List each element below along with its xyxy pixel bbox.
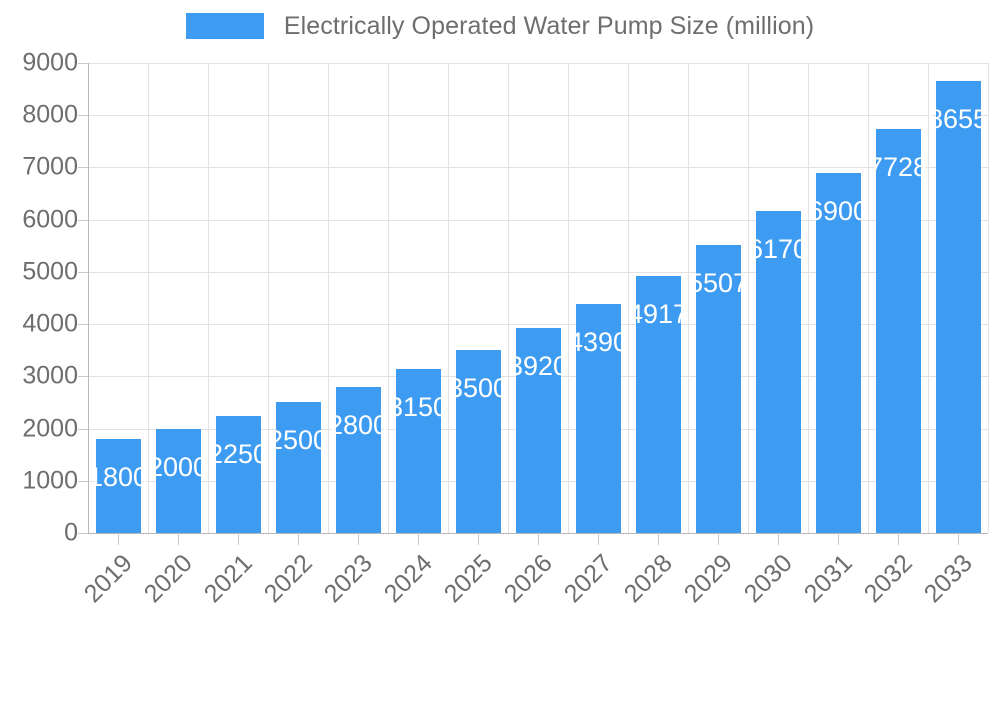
y-axis-line: [88, 63, 89, 533]
bar[interactable]: [395, 368, 441, 533]
legend-color-swatch-icon: [185, 13, 264, 39]
bar-chart: Electrically Operated Water Pump Size (m…: [0, 0, 1000, 609]
y-axis-ticks: 9000 8000 7000 6000 5000 4000 3000 2000 1000 0: [0, 49, 88, 547]
x-axis-tick-mark: [358, 533, 359, 545]
y-axis-tick-mark: [78, 428, 88, 430]
bar-slot: 2800: [328, 63, 388, 533]
y-axis-tick-mark: [78, 115, 88, 117]
x-axis-tick-mark: [658, 533, 659, 545]
x-axis-tick-mark: [238, 533, 239, 545]
bar-slot: 4917: [628, 63, 688, 533]
bar[interactable]: [455, 350, 501, 533]
y-axis-tick-label: 1000: [22, 466, 78, 495]
bar[interactable]: [635, 276, 681, 533]
bar[interactable]: [695, 245, 741, 533]
x-axis-tick-mark: [718, 533, 719, 545]
bar-slot: 3150: [388, 63, 448, 533]
bars-container: 1800 2000 2250 2500 2800 3150 3500 3920 4390 4917…: [88, 63, 988, 533]
bar[interactable]: [275, 402, 321, 533]
y-axis-tick-label: 8000: [22, 100, 78, 129]
x-axis-tick-mark: [598, 533, 599, 545]
y-axis-tick-label: 9000: [22, 48, 78, 77]
chart-legend: Electrically Operated Water Pump Size (m…: [0, 0, 1000, 52]
bar-slot: 3920: [508, 63, 568, 533]
bar[interactable]: [935, 81, 981, 533]
x-axis-tick-mark: [898, 533, 899, 545]
y-axis-tick-mark: [78, 271, 88, 273]
legend-label: Electrically Operated Water Pump Size (m…: [283, 11, 815, 40]
bar[interactable]: [95, 439, 141, 533]
y-axis-tick-mark: [78, 533, 88, 534]
bar-slot: 2500: [268, 63, 328, 533]
bar[interactable]: [755, 210, 801, 533]
y-axis-tick-label: 0: [64, 518, 78, 547]
x-axis-tick-mark: [118, 533, 119, 545]
y-axis-tick-label: 6000: [22, 205, 78, 234]
x-axis-ticks: 2019 2020 2021 2022 2023 2024 2025 2026 2027 2028…: [79, 533, 988, 608]
bar-slot: 4390: [568, 63, 628, 533]
legend-item-water-pump-size[interactable]: Electrically Operated Water Pump Size (m…: [185, 11, 815, 41]
bar-slot: 7728: [868, 63, 928, 533]
bar-slot: 3500: [448, 63, 508, 533]
x-axis-tick-mark: [478, 533, 479, 545]
x-axis-tick-mark: [418, 533, 419, 545]
y-axis-tick-label: 2000: [22, 414, 78, 443]
y-axis-tick-mark: [78, 63, 88, 64]
bar[interactable]: [215, 415, 261, 533]
x-axis-tick-mark: [778, 533, 779, 545]
x-axis-tick-mark: [178, 533, 179, 545]
x-axis-tick-mark: [298, 533, 299, 545]
bar-slot: 1800: [88, 63, 148, 533]
bar-slot: 2250: [208, 63, 268, 533]
bar-slot: 6900: [808, 63, 868, 533]
y-axis-tick-mark: [78, 219, 88, 221]
bar-slot: 8655: [928, 63, 988, 533]
y-axis-tick-label: 7000: [22, 152, 78, 181]
bar-slot: 5507: [688, 63, 748, 533]
bar[interactable]: [875, 129, 921, 533]
bar-slot: 6170: [748, 63, 808, 533]
y-axis-tick-mark: [78, 324, 88, 326]
bar[interactable]: [155, 428, 201, 533]
x-axis-tick-mark: [838, 533, 839, 545]
x-axis-tick-mark: [538, 533, 539, 545]
y-axis-tick-label: 3000: [22, 361, 78, 390]
bar[interactable]: [515, 328, 561, 533]
y-axis-tick-mark: [78, 376, 88, 378]
bar[interactable]: [335, 386, 381, 533]
x-axis-tick-mark: [958, 533, 959, 545]
gridline-vertical: [988, 63, 989, 533]
bar-slot: 2000: [148, 63, 208, 533]
y-axis-tick-mark: [78, 480, 88, 482]
y-axis-tick-label: 5000: [22, 257, 78, 286]
y-axis-tick-mark: [78, 167, 88, 169]
bar[interactable]: [815, 172, 861, 533]
bar[interactable]: [575, 303, 621, 533]
y-axis-tick-label: 4000: [22, 309, 78, 338]
